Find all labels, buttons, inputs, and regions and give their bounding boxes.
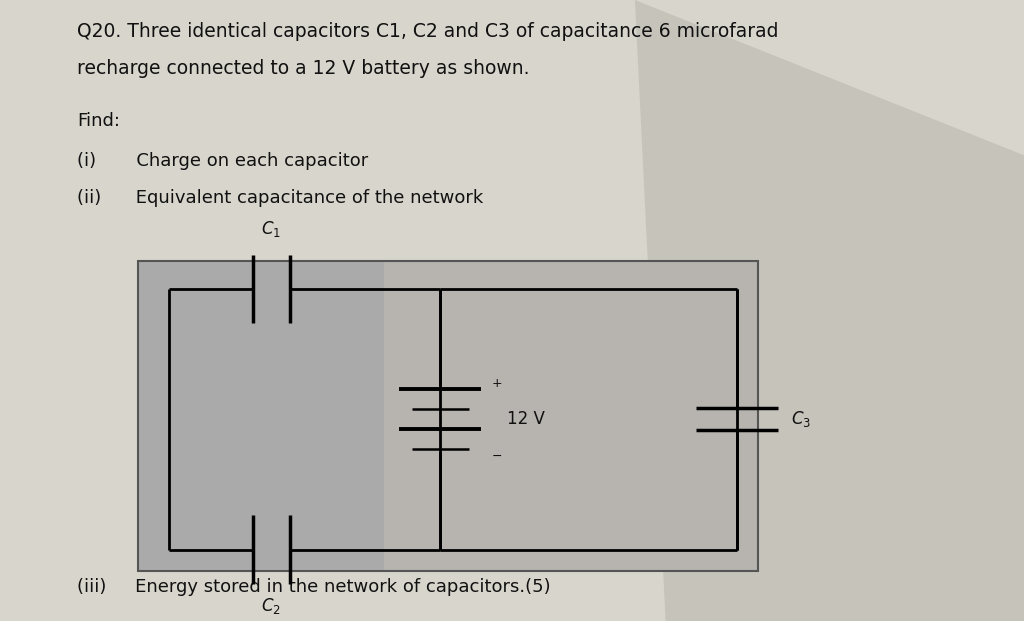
- Text: (ii)      Equivalent capacitance of the network: (ii) Equivalent capacitance of the netwo…: [77, 189, 483, 207]
- Text: Q20. Three identical capacitors C1, C2 and C3 of capacitance 6 microfarad: Q20. Three identical capacitors C1, C2 a…: [77, 22, 778, 41]
- Text: (iii)     Energy stored in the network of capacitors.(5): (iii) Energy stored in the network of ca…: [77, 578, 551, 596]
- Bar: [138, 261, 758, 571]
- Text: $C_3$: $C_3$: [791, 409, 811, 429]
- Polygon shape: [635, 0, 1024, 621]
- Text: $C_2$: $C_2$: [261, 596, 282, 616]
- Text: $C_1$: $C_1$: [261, 219, 282, 239]
- Text: 12 V: 12 V: [507, 410, 545, 428]
- Text: +: +: [492, 377, 502, 389]
- Bar: [138, 261, 758, 571]
- Text: Find:: Find:: [77, 112, 120, 130]
- Text: recharge connected to a 12 V battery as shown.: recharge connected to a 12 V battery as …: [77, 59, 529, 78]
- Text: −: −: [492, 450, 502, 463]
- Bar: [384, 261, 758, 571]
- Text: (i)       Charge on each capacitor: (i) Charge on each capacitor: [77, 152, 368, 170]
